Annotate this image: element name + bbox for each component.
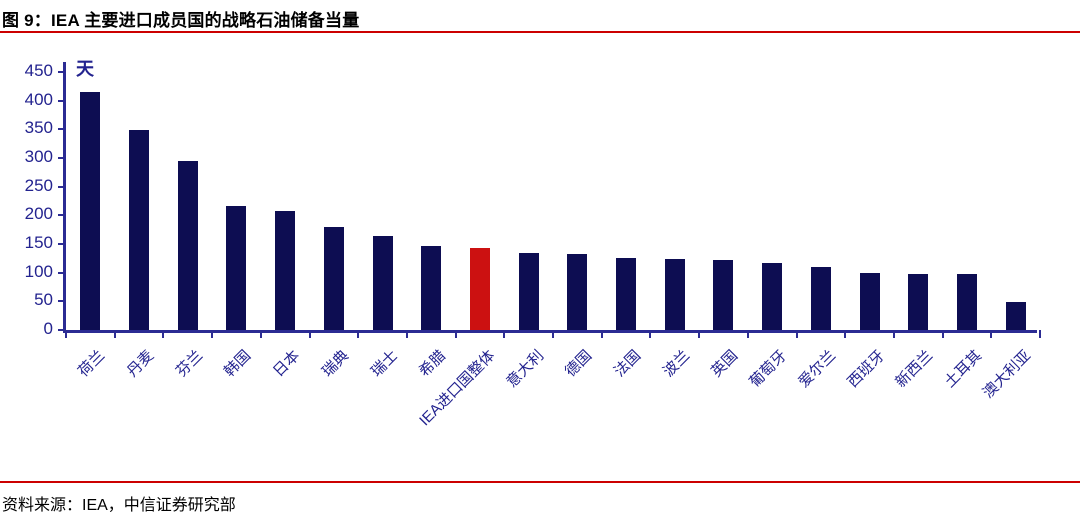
x-axis-label-爱尔兰: 爱尔兰 [795, 347, 840, 391]
x-axis-tick [211, 330, 214, 338]
x-axis-label-英国: 英国 [708, 347, 742, 381]
bar-IEA进口国整体 [469, 248, 490, 330]
bar-土耳其 [956, 274, 977, 330]
bar-荷兰 [80, 92, 101, 330]
bar-chart-plot-area: 0 50 100 150 200 250 300 350 400 450 荷兰 丹麦 芬兰 韩国 日本 瑞典瑞… [25, 61, 1041, 429]
source-divider-rule [0, 481, 1080, 483]
y-axis-label-300: 300 [24, 147, 53, 166]
x-axis-tick [698, 330, 701, 338]
x-axis-tick [503, 330, 506, 338]
x-axis-label-西班牙: 西班牙 [843, 347, 888, 391]
y-axis-unit-label: 天 [76, 59, 94, 79]
y-axis-tick-50 [58, 300, 66, 303]
bar-澳大利亚 [1005, 302, 1026, 330]
bar-葡萄牙 [762, 263, 783, 330]
bar-英国 [713, 260, 734, 330]
x-axis-label-意大利: 意大利 [502, 347, 547, 391]
x-axis-label-新西兰: 新西兰 [892, 347, 937, 391]
y-axis-label-400: 400 [24, 89, 53, 109]
x-axis-tick [1039, 330, 1041, 338]
x-axis-label-荷兰: 荷兰 [75, 347, 109, 381]
x-axis-label-瑞典: 瑞典 [318, 347, 353, 381]
y-axis-tick-350 [58, 128, 66, 131]
bar-瑞士 [372, 236, 393, 330]
y-axis-tick-100 [58, 271, 66, 274]
y-axis-tick-150 [58, 243, 66, 245]
x-axis-tick [405, 330, 408, 338]
y-axis-label-150: 150 [24, 233, 53, 252]
y-axis-tick-400 [58, 99, 66, 102]
title-underline-rule [0, 31, 1080, 33]
x-axis-label-瑞士: 瑞士 [367, 347, 401, 381]
y-axis-label-450: 450 [24, 61, 53, 80]
x-axis-label-澳大利亚: 澳大利亚 [979, 347, 1034, 402]
x-axis-label-法国: 法国 [610, 347, 645, 381]
x-axis-label-芬兰: 芬兰 [172, 347, 206, 381]
x-axis-label-德国: 德国 [562, 347, 596, 381]
x-axis-label-希腊: 希腊 [416, 347, 450, 381]
x-axis-tick [941, 330, 944, 338]
x-axis-tick [649, 330, 652, 338]
x-axis-tick [113, 330, 116, 338]
y-axis-label-200: 200 [24, 204, 53, 224]
x-axis-tick [600, 330, 603, 338]
bar-新西兰 [908, 274, 929, 330]
x-axis-tick [892, 330, 895, 338]
y-axis-label-100: 100 [24, 261, 53, 281]
bar-韩国 [226, 206, 247, 330]
y-axis-tick-0 [58, 329, 66, 331]
y-axis-label-350: 350 [24, 118, 53, 138]
bar-波兰 [664, 259, 685, 330]
x-axis-tick [308, 330, 311, 338]
y-axis-tick-200 [58, 214, 66, 217]
x-axis-tick [746, 330, 749, 338]
source-text: 资料来源：IEA，中信证券研究部 [2, 497, 236, 514]
x-axis-label-日本: 日本 [270, 347, 304, 381]
x-axis-label-韩国: 韩国 [221, 347, 255, 381]
bar-德国 [567, 254, 588, 330]
y-axis-tick-450 [58, 71, 66, 73]
x-axis-label-丹麦: 丹麦 [123, 347, 158, 381]
y-axis-label-50: 50 [34, 290, 53, 310]
x-axis-tick [990, 330, 993, 338]
bar-希腊 [421, 246, 442, 330]
bar-日本 [275, 211, 296, 330]
x-axis-tick [259, 330, 262, 338]
bar-意大利 [518, 253, 539, 330]
x-axis-tick [552, 330, 554, 338]
x-axis-label-波兰: 波兰 [659, 347, 693, 381]
figure-title: 图 9：IEA 主要进口成员国的战略石油储备当量 [2, 11, 360, 30]
bar-瑞典 [323, 227, 344, 330]
x-axis-tick [454, 330, 457, 338]
y-axis-label-250: 250 [24, 175, 53, 195]
bar-芬兰 [177, 161, 198, 330]
x-axis-tick [357, 330, 360, 338]
x-axis-tick [65, 330, 67, 338]
x-axis-tick [162, 330, 165, 338]
y-axis-tick-300 [58, 157, 66, 159]
y-axis-tick-250 [58, 185, 66, 188]
bar-丹麦 [129, 130, 150, 330]
bar-西班牙 [859, 273, 880, 330]
x-axis-label-葡萄牙: 葡萄牙 [746, 347, 791, 391]
y-axis-label-0: 0 [43, 319, 53, 338]
x-axis-tick [795, 330, 798, 338]
x-axis-tick [844, 330, 847, 338]
bar-爱尔兰 [810, 267, 831, 330]
bar-法国 [616, 258, 637, 330]
